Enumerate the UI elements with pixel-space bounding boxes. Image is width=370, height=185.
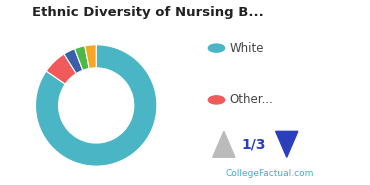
Text: CollegeFactual.com: CollegeFactual.com <box>226 169 314 178</box>
Text: White: White <box>229 42 264 55</box>
Wedge shape <box>75 46 89 70</box>
Text: 1/3: 1/3 <box>241 137 266 151</box>
Wedge shape <box>64 49 83 74</box>
Wedge shape <box>85 45 96 68</box>
Text: Ethnic Diversity of Nursing B...: Ethnic Diversity of Nursing B... <box>32 6 264 18</box>
Wedge shape <box>46 54 76 84</box>
Text: 84.6%: 84.6% <box>85 112 117 121</box>
Text: Other...: Other... <box>229 93 273 106</box>
Wedge shape <box>36 45 157 166</box>
